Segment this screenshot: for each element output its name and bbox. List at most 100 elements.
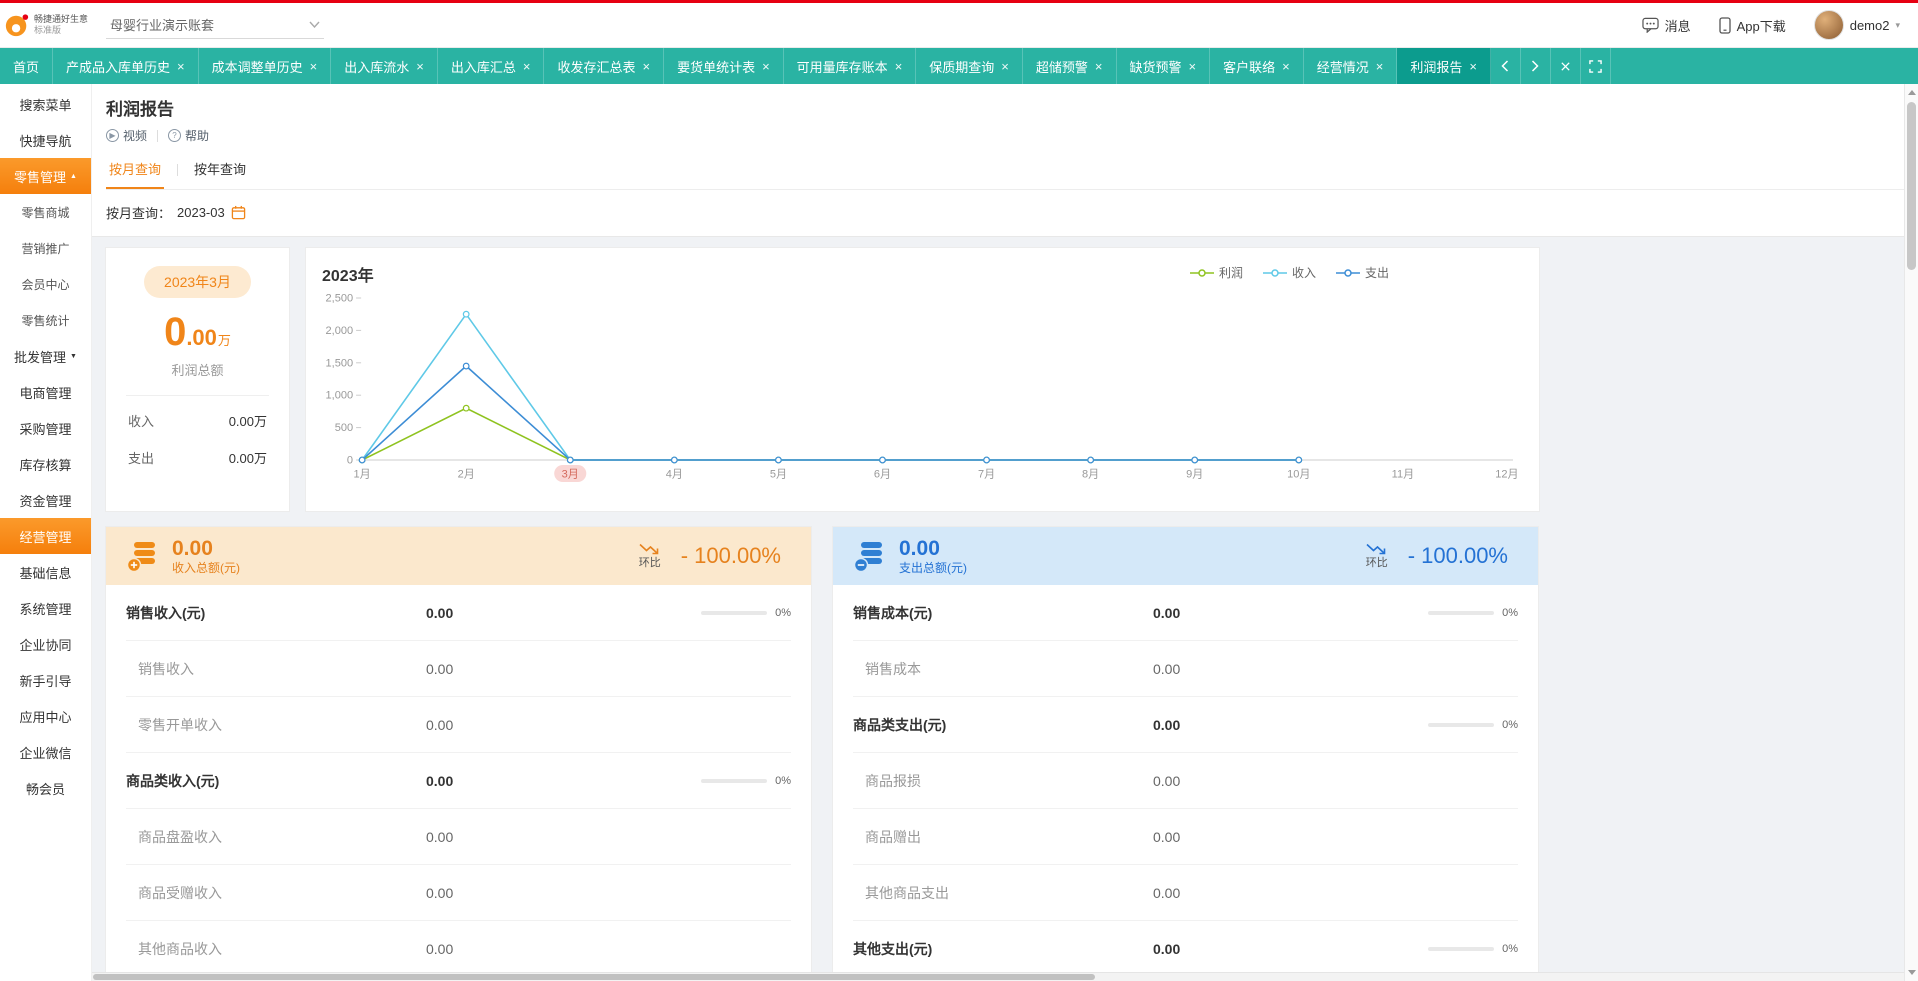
nav-tab[interactable]: 要货单统计表 ×	[664, 48, 784, 84]
nav-tab-label: 利润报告	[1410, 59, 1463, 75]
tab-close-icon[interactable]: ×	[177, 58, 185, 74]
legend-label: 支出	[1364, 266, 1389, 280]
username: demo2	[1849, 17, 1890, 33]
page-title: 利润报告	[106, 100, 174, 119]
row-label: 销售收入	[138, 660, 194, 677]
sidebar-subitem[interactable]: 会员中心	[0, 266, 91, 302]
row-value: 0.00	[426, 716, 454, 733]
svg-text:11月: 11月	[1392, 469, 1414, 481]
sidebar-item[interactable]: 电商管理	[0, 374, 91, 410]
nav-tab[interactable]: 产成品入库单历史 ×	[53, 48, 199, 84]
sidebar-item[interactable]: 应用中心	[0, 698, 91, 734]
tab-monthly-query[interactable]: 按月查询	[106, 151, 165, 189]
svg-text:4月: 4月	[666, 469, 683, 481]
tab-close-icon[interactable]: ×	[309, 58, 318, 74]
sidebar-subitem[interactable]: 零售统计	[0, 302, 91, 338]
legend-item[interactable]: 利润	[1189, 264, 1243, 281]
tab-close-icon[interactable]: ×	[1282, 58, 1290, 74]
tab-close-icon[interactable]: ×	[1188, 58, 1197, 74]
vertical-scrollbar-thumb[interactable]	[1907, 102, 1916, 270]
sidebar-subitem[interactable]: 零售商城	[0, 194, 91, 230]
calendar-icon[interactable]	[231, 205, 246, 220]
tab-yearly-query[interactable]: 按年查询	[194, 162, 247, 177]
tab-close-icon[interactable]: ×	[416, 58, 424, 74]
sidebar-item[interactable]: 库存核算	[0, 446, 91, 482]
tab-close-icon[interactable]: ×	[522, 58, 531, 74]
nav-tab[interactable]: 收发存汇总表 ×	[544, 48, 665, 84]
app-download-button[interactable]: App下载	[1718, 16, 1786, 35]
profit-total-int: 0	[164, 310, 187, 354]
nav-tab[interactable]: 保质期查询 ×	[916, 48, 1023, 84]
sidebar-item[interactable]: 采购管理	[0, 410, 91, 446]
summary-row: 支出 0.00万	[116, 439, 279, 476]
messages-button[interactable]: 消息	[1641, 16, 1691, 35]
video-button[interactable]: ▶ 视频	[106, 127, 147, 144]
nav-tab[interactable]: 利润报告 ×	[1397, 48, 1491, 84]
sidebar-subitem[interactable]: 营销推广	[0, 230, 91, 266]
tab-close-icon[interactable]: ×	[1094, 58, 1103, 74]
nav-tab[interactable]: 出入库流水 ×	[331, 48, 438, 84]
row-label: 销售收入(元)	[126, 604, 206, 621]
profit-total-unit: 万	[217, 333, 231, 348]
fullscreen-button[interactable]	[1581, 48, 1611, 84]
legend-marker-icon	[1335, 268, 1360, 277]
sidebar-item[interactable]: 经营管理	[0, 518, 91, 554]
account-set-select[interactable]: 母婴行业演示账套	[106, 11, 324, 39]
expense-card-header: 0.00 支出总额(元) 环比 - 100.00%	[833, 527, 1538, 585]
sidebar-item-label: 基础信息	[19, 565, 72, 581]
mom-value: - 100.00%	[1407, 543, 1508, 568]
nav-tab[interactable]: 首页	[0, 48, 54, 84]
top-accent-bar	[0, 0, 1918, 3]
legend-item[interactable]: 收入	[1262, 264, 1316, 281]
scroll-down-arrow[interactable]	[1905, 966, 1918, 980]
user-menu[interactable]: demo2 ▾	[1813, 10, 1900, 40]
nav-tab[interactable]: 经营情况 ×	[1304, 48, 1398, 84]
svg-text:1月: 1月	[354, 469, 371, 481]
period-badge: 2023年3月	[144, 266, 251, 298]
sidebar-item[interactable]: 快捷导航	[0, 122, 91, 158]
sidebar-item[interactable]: 畅会员	[0, 770, 91, 806]
nav-tab[interactable]: 可用量库存账本 ×	[784, 48, 917, 84]
stat-row: 销售成本(元) 0.00 0%	[853, 585, 1518, 641]
tab-close-icon[interactable]: ×	[1375, 58, 1384, 74]
horizontal-scrollbar-thumb[interactable]	[93, 974, 1095, 980]
sidebar-item-label: 库存核算	[19, 457, 72, 473]
mom-value: - 100.00%	[680, 543, 781, 568]
sidebar-item[interactable]: 企业协同	[0, 626, 91, 662]
close-tabs-button[interactable]	[1551, 48, 1581, 84]
nav-tab[interactable]: 客户联络 ×	[1210, 48, 1304, 84]
tab-close-icon[interactable]: ×	[894, 58, 903, 74]
row-percent: 0%	[775, 606, 791, 619]
app-logo[interactable]: 畅捷通好生意 标准版	[0, 3, 92, 47]
sidebar-item[interactable]: 基础信息	[0, 554, 91, 590]
tab-close-icon[interactable]: ×	[1001, 58, 1009, 74]
sidebar-item[interactable]: 企业微信	[0, 734, 91, 770]
tab-scroll-right-button[interactable]	[1521, 48, 1551, 84]
tab-close-icon[interactable]: ×	[762, 58, 770, 74]
help-button[interactable]: ? 帮助	[168, 127, 209, 144]
nav-tab[interactable]: 缺货预警 ×	[1117, 48, 1211, 84]
svg-text:2月: 2月	[458, 469, 475, 481]
sidebar-item-label: 批发管理	[14, 349, 67, 365]
divider	[157, 129, 159, 142]
sidebar-item[interactable]: 搜索菜单	[0, 86, 91, 122]
month-filter-value[interactable]: 2023-03	[177, 205, 225, 220]
scroll-up-arrow[interactable]	[1905, 85, 1918, 99]
sidebar-item[interactable]: 新手引导	[0, 662, 91, 698]
tab-close-icon[interactable]: ×	[1469, 58, 1477, 74]
tab-scroll-left-button[interactable]	[1491, 48, 1521, 84]
horizontal-scrollbar[interactable]	[92, 972, 1904, 981]
sidebar-item[interactable]: 系统管理	[0, 590, 91, 626]
vertical-scrollbar[interactable]	[1904, 84, 1918, 981]
legend-item[interactable]: 支出	[1335, 264, 1389, 281]
sidebar-item[interactable]: 批发管理 ▼	[0, 338, 91, 374]
sidebar-item-label: 应用中心	[19, 709, 72, 725]
sidebar-item[interactable]: 资金管理	[0, 482, 91, 518]
legend-label: 收入	[1291, 266, 1316, 280]
nav-tab[interactable]: 超储预警 ×	[1023, 48, 1117, 84]
nav-tab[interactable]: 出入库汇总 ×	[438, 48, 545, 84]
nav-tab[interactable]: 成本调整单历史 ×	[199, 48, 332, 84]
sidebar-item[interactable]: 零售管理 ▲	[0, 158, 91, 194]
tab-close-icon[interactable]: ×	[642, 58, 651, 74]
